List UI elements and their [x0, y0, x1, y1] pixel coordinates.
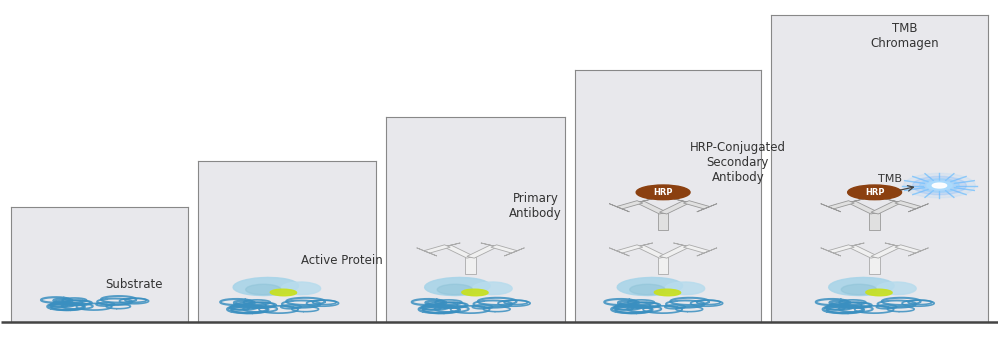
Ellipse shape: [866, 289, 892, 296]
Polygon shape: [828, 245, 854, 253]
Polygon shape: [697, 204, 717, 212]
Bar: [657, 213, 668, 230]
Polygon shape: [838, 199, 864, 205]
Ellipse shape: [829, 278, 894, 296]
Polygon shape: [636, 201, 666, 214]
Ellipse shape: [271, 289, 297, 296]
Text: Active Protein: Active Protein: [301, 254, 383, 267]
Polygon shape: [424, 245, 451, 253]
Ellipse shape: [282, 282, 321, 295]
Polygon shape: [697, 248, 717, 256]
Polygon shape: [821, 204, 841, 212]
Ellipse shape: [877, 282, 916, 295]
Polygon shape: [908, 248, 928, 256]
Text: Substrate: Substrate: [106, 278, 163, 291]
Polygon shape: [821, 248, 841, 256]
Text: HRP: HRP: [653, 188, 673, 197]
Circle shape: [903, 173, 975, 198]
Polygon shape: [673, 199, 699, 205]
Ellipse shape: [629, 284, 665, 295]
Ellipse shape: [848, 185, 901, 200]
Text: TMB: TMB: [877, 174, 901, 184]
Text: TMB
Chromagen: TMB Chromagen: [870, 22, 939, 50]
Ellipse shape: [462, 289, 489, 296]
Circle shape: [927, 181, 952, 190]
Polygon shape: [673, 243, 699, 249]
Bar: [386, 117, 565, 322]
Ellipse shape: [438, 284, 473, 295]
Polygon shape: [871, 245, 901, 258]
Circle shape: [920, 179, 959, 192]
Polygon shape: [828, 201, 854, 209]
Polygon shape: [895, 245, 921, 253]
Bar: [11, 207, 188, 322]
Ellipse shape: [665, 282, 704, 295]
Polygon shape: [616, 245, 642, 253]
Polygon shape: [417, 248, 437, 256]
Ellipse shape: [425, 278, 491, 296]
Polygon shape: [609, 248, 629, 256]
Circle shape: [912, 176, 966, 195]
Polygon shape: [848, 245, 878, 258]
Ellipse shape: [654, 289, 680, 296]
Polygon shape: [683, 245, 710, 253]
Polygon shape: [444, 245, 475, 258]
Ellipse shape: [636, 185, 690, 200]
Bar: [771, 15, 988, 322]
Polygon shape: [885, 243, 911, 249]
Ellipse shape: [617, 278, 682, 296]
Bar: [575, 70, 761, 322]
Polygon shape: [659, 201, 690, 214]
Polygon shape: [435, 243, 461, 249]
Polygon shape: [467, 245, 498, 258]
Polygon shape: [627, 243, 652, 249]
Polygon shape: [908, 204, 928, 212]
Polygon shape: [504, 248, 524, 256]
Circle shape: [932, 183, 947, 188]
Text: HRP-Conjugated
Secondary
Antibody: HRP-Conjugated Secondary Antibody: [690, 140, 786, 183]
Polygon shape: [871, 201, 901, 214]
Bar: [869, 213, 880, 230]
Bar: [657, 257, 668, 274]
Polygon shape: [683, 201, 710, 209]
Polygon shape: [636, 245, 666, 258]
Ellipse shape: [233, 278, 299, 296]
Polygon shape: [848, 201, 878, 214]
Bar: [198, 161, 376, 322]
Polygon shape: [627, 199, 652, 205]
Polygon shape: [838, 243, 864, 249]
Polygon shape: [491, 245, 517, 253]
Ellipse shape: [841, 284, 876, 295]
Bar: [869, 257, 880, 274]
Bar: [466, 257, 476, 274]
Ellipse shape: [473, 282, 512, 295]
Ellipse shape: [246, 284, 281, 295]
Polygon shape: [616, 201, 642, 209]
Text: Primary
Antibody: Primary Antibody: [509, 192, 561, 220]
Polygon shape: [885, 199, 911, 205]
Polygon shape: [659, 245, 690, 258]
Text: HRP: HRP: [865, 188, 884, 197]
Polygon shape: [609, 204, 629, 212]
Polygon shape: [895, 201, 921, 209]
Polygon shape: [481, 243, 506, 249]
